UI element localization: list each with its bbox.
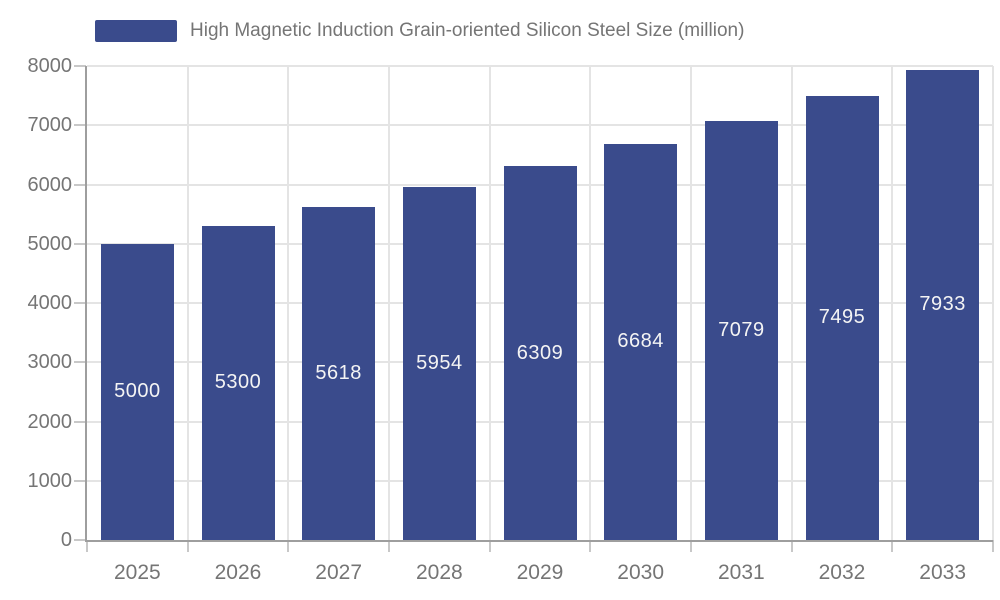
y-axis-tick — [74, 361, 86, 364]
x-axis-tick — [589, 540, 592, 552]
y-axis-label: 2000 — [27, 410, 73, 433]
bar-value-label: 7079 — [718, 318, 765, 341]
y-axis-label: 3000 — [27, 351, 73, 374]
gridline-vertical — [287, 66, 290, 540]
x-axis-label: 2029 — [516, 561, 564, 584]
legend-label: High Magnetic Induction Grain-oriented S… — [190, 20, 745, 41]
y-axis-label: 6000 — [27, 173, 73, 196]
x-axis-tick — [388, 540, 390, 552]
bar-value-label: 7933 — [919, 293, 966, 316]
x-axis-label: 2033 — [919, 561, 967, 584]
gridline-vertical — [992, 66, 994, 540]
y-axis-label: 1000 — [27, 469, 73, 492]
y-axis-label: 4000 — [27, 292, 73, 314]
y-axis-tick — [74, 183, 86, 186]
y-axis-tick — [74, 420, 86, 423]
x-axis-tick — [992, 540, 994, 552]
bar-value-label: 5954 — [416, 352, 463, 375]
y-axis-tick — [74, 124, 86, 127]
bar[interactable]: 7079 — [704, 120, 778, 540]
y-axis-tick — [74, 242, 86, 245]
legend-item[interactable]: High Magnetic Induction Grain-oriented S… — [95, 20, 744, 42]
x-axis-tick — [690, 540, 692, 552]
gridline-vertical — [891, 66, 894, 540]
bar[interactable]: 7933 — [906, 69, 980, 540]
bar[interactable]: 6309 — [503, 166, 577, 540]
bar-value-label: 6309 — [516, 341, 564, 364]
y-axis-line — [85, 66, 87, 542]
y-axis-label: 0 — [60, 529, 72, 551]
bar[interactable]: 7495 — [805, 95, 879, 540]
x-axis-tick — [287, 540, 290, 552]
y-axis-tick — [74, 65, 86, 67]
gridline-vertical — [186, 66, 189, 540]
bar[interactable]: 5300 — [201, 225, 275, 540]
bar[interactable]: 5000 — [100, 243, 174, 540]
bar-value-label: 5618 — [315, 362, 362, 385]
y-axis-tick — [74, 302, 86, 304]
y-axis-tick — [74, 479, 86, 482]
x-axis-tick — [790, 540, 793, 552]
x-axis-tick — [86, 540, 88, 552]
gridline-vertical — [488, 66, 491, 540]
x-axis-line — [85, 540, 993, 542]
x-axis-tick — [891, 540, 894, 552]
bar-value-label: 6684 — [617, 330, 664, 353]
x-axis-label: 2028 — [415, 561, 463, 584]
gridline-vertical — [690, 66, 692, 540]
bar[interactable]: 5618 — [302, 207, 376, 540]
y-axis-tick — [74, 539, 86, 541]
x-axis-tick — [488, 540, 491, 552]
gridline-vertical — [790, 66, 793, 540]
bar-value-label: 7495 — [818, 306, 866, 329]
x-axis-label: 2032 — [818, 561, 866, 584]
bar-value-label: 5000 — [114, 380, 161, 403]
gridline-vertical — [589, 66, 592, 540]
bar[interactable]: 5954 — [402, 187, 476, 540]
x-axis-label: 2025 — [113, 561, 161, 584]
gridline-vertical — [388, 66, 390, 540]
y-axis-label: 5000 — [27, 232, 73, 255]
bar-value-label: 5300 — [214, 371, 262, 394]
x-axis-label: 2026 — [214, 561, 262, 584]
y-axis-label: 8000 — [27, 55, 73, 77]
x-axis-label: 2031 — [717, 561, 765, 584]
gridline-horizontal — [87, 124, 993, 127]
bar[interactable]: 6684 — [604, 143, 678, 540]
x-axis-label: 2030 — [617, 561, 665, 584]
y-axis-label: 7000 — [27, 114, 73, 137]
x-axis-label: 2027 — [315, 561, 363, 584]
x-axis-tick — [186, 540, 189, 552]
legend-swatch — [95, 20, 177, 42]
gridline-horizontal — [87, 65, 993, 67]
